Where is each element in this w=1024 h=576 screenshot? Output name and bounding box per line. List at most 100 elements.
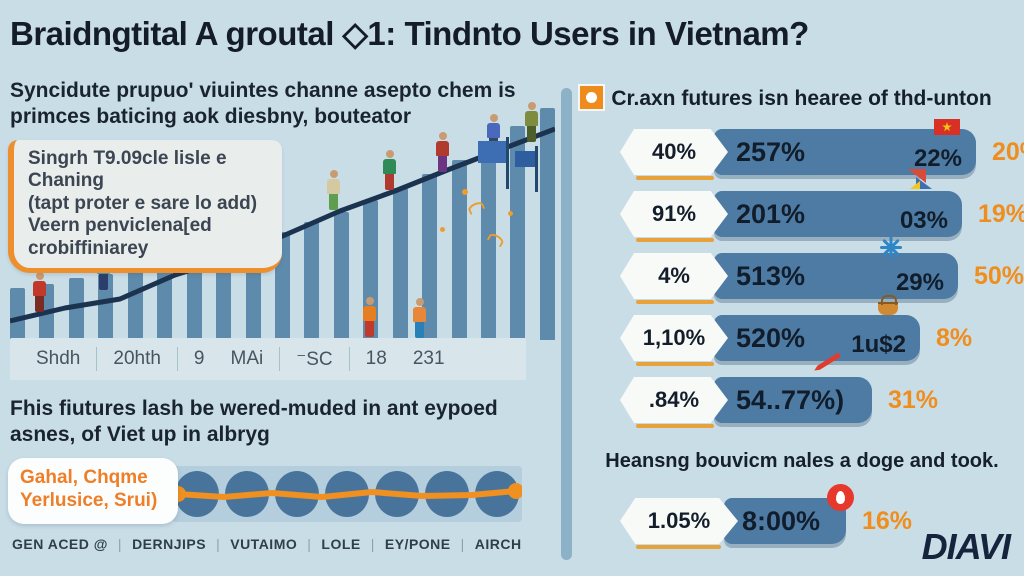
footer-separator: | bbox=[370, 536, 375, 552]
axis-tick: 20hth bbox=[113, 348, 161, 369]
person-figure bbox=[326, 170, 341, 210]
axis-separator bbox=[348, 347, 350, 371]
person-figure bbox=[32, 272, 47, 312]
bulb-glyph bbox=[836, 491, 845, 504]
person-figure bbox=[382, 150, 397, 190]
hex-underline bbox=[636, 238, 714, 242]
right-header-text: Cr.axn futures isn hearee of thd-unton bbox=[611, 87, 992, 110]
bar-chart-illustration bbox=[10, 102, 555, 340]
outside-percent: 20% bbox=[992, 137, 1024, 166]
hex-value: 40% bbox=[620, 129, 728, 175]
brand-logo: DIAVI bbox=[921, 526, 1011, 567]
stat-row: 4% 513% 29% 50% bbox=[620, 236, 1024, 304]
banner-sub-value: 03% bbox=[899, 207, 948, 234]
banner-main-value: 201% bbox=[736, 198, 806, 229]
outside-percent: 31% bbox=[888, 385, 939, 414]
stat-banner: 513% 29% bbox=[714, 236, 958, 299]
hex-label: 1,10% bbox=[620, 315, 728, 366]
hex-value: 91% bbox=[620, 191, 728, 237]
stat-row: 1,10% 520% 1u$2 8% bbox=[620, 295, 1024, 366]
star-icon bbox=[942, 122, 952, 132]
legend-box: Gahal, Chqme Yerlusice, Srui) bbox=[8, 458, 178, 524]
hex-underline bbox=[636, 300, 714, 304]
legend-line: Gahal, Chqme bbox=[20, 467, 148, 488]
outside-percent: 50% bbox=[974, 261, 1024, 290]
banner-sub-value: 22% bbox=[913, 145, 962, 172]
stat-banner: 257% 22% bbox=[714, 119, 976, 175]
callout-line: Veern penviclena[ed bbox=[28, 215, 212, 237]
person-figure bbox=[362, 297, 377, 337]
banner-main-value: 513% bbox=[736, 260, 806, 291]
footer-label: GEN ACED @ bbox=[12, 536, 108, 552]
blue-flag-icon bbox=[478, 141, 506, 163]
hex-value: 1,10% bbox=[620, 315, 728, 361]
axis-tick: ⁻SC bbox=[296, 348, 333, 370]
banner-main-value: 257% bbox=[736, 136, 806, 167]
hex-label: 1.05% bbox=[620, 498, 738, 549]
banner-main-value: 54..77%) bbox=[736, 384, 845, 415]
vietnam-flag-icon bbox=[934, 119, 960, 135]
axis-separator bbox=[279, 347, 281, 371]
callout-box: Singrh T9.09cle lisle e Chaning (tapt pr… bbox=[8, 140, 282, 274]
hex-value: .84% bbox=[620, 377, 728, 423]
outside-percent: 16% bbox=[862, 506, 913, 535]
legend-line: Yerlusice, Srui) bbox=[20, 489, 158, 511]
hex-value: 4% bbox=[620, 253, 728, 299]
callout-line: (tapt proter e sare lo add) bbox=[28, 192, 258, 214]
flag-pole bbox=[506, 137, 509, 189]
outside-percent: 8% bbox=[936, 323, 973, 352]
stat-banner: 520% 1u$2 bbox=[714, 295, 920, 361]
stat-row: 91% 201% 03% 19% bbox=[620, 169, 1024, 242]
x-axis-strip: Shdh 20hth 9 MAi ⁻SC 18 231 bbox=[10, 338, 526, 380]
axis-tick: 231 bbox=[412, 348, 445, 369]
confetti-dot bbox=[440, 227, 445, 232]
stat-banner: 8:00% bbox=[724, 484, 854, 544]
footer-label: AIRCH bbox=[474, 536, 522, 552]
person-figure bbox=[412, 298, 427, 338]
axis-separator bbox=[176, 347, 178, 371]
hex-value: 1.05% bbox=[620, 498, 738, 544]
hex-label: 40% bbox=[620, 129, 728, 180]
stat-banner: 54..77%) bbox=[714, 377, 872, 423]
stat-row: .84% 54..77%) 31% bbox=[620, 376, 1024, 428]
right-header: Cr.axn futures isn hearee of thd-unton bbox=[578, 84, 998, 111]
hex-underline bbox=[636, 362, 714, 366]
left-subtitle: Syncidute prupuo' viuintes channe asepto… bbox=[10, 79, 516, 129]
footer-separator: | bbox=[460, 536, 465, 552]
outside-percent: 19% bbox=[978, 199, 1024, 228]
page-title: Braidngtital A groutal ◇1: Tindnto Users… bbox=[10, 15, 809, 52]
person-figure bbox=[524, 102, 539, 142]
blue-flag-small-icon bbox=[515, 151, 535, 167]
axis-tick: 18 bbox=[365, 348, 387, 369]
footer-label: LOLE bbox=[321, 536, 361, 552]
basket-icon bbox=[878, 295, 898, 315]
banner-main-value: 520% bbox=[736, 322, 806, 353]
orange-square-icon bbox=[578, 84, 605, 111]
left-paragraph: Fhis fiutures lash be wered-muded in ant… bbox=[10, 397, 498, 447]
orange-line bbox=[172, 483, 522, 502]
hex-label: .84% bbox=[620, 377, 728, 428]
footer-separator: | bbox=[307, 536, 312, 552]
confetti-dot bbox=[508, 211, 513, 216]
bulb-icon bbox=[827, 484, 854, 511]
hex-underline bbox=[636, 176, 714, 180]
flag-pole-small bbox=[535, 146, 538, 192]
banner-sub-value: 29% bbox=[895, 269, 944, 296]
footer-label: DERNJIPS bbox=[132, 536, 207, 552]
dot-strip bbox=[172, 466, 522, 522]
person-figure bbox=[435, 132, 450, 172]
callout-line: Singrh T9.09cle lisle e Chaning bbox=[28, 148, 227, 192]
starburst-icon bbox=[880, 236, 902, 259]
footer-labels: GEN ACED @ | DERNJIPS | VUTAIMO | LOLE | EY/… bbox=[12, 536, 560, 552]
footer-separator: | bbox=[216, 536, 221, 552]
bottom-stat-row: 1.05% 8:00% 16% bbox=[620, 484, 913, 549]
stat-row: 40% 257% 22% 20% bbox=[620, 119, 1024, 180]
trend-line bbox=[10, 126, 555, 324]
axis-separator bbox=[96, 347, 98, 371]
banner-main-value: 8:00% bbox=[742, 505, 821, 536]
stat-rows: 40% 257% 22% 20% 91% 201% 03% 19% bbox=[620, 119, 1024, 438]
vertical-divider bbox=[561, 88, 572, 560]
axis-tick: Shdh bbox=[36, 348, 81, 369]
footer-label: EY/PONE bbox=[384, 536, 451, 552]
